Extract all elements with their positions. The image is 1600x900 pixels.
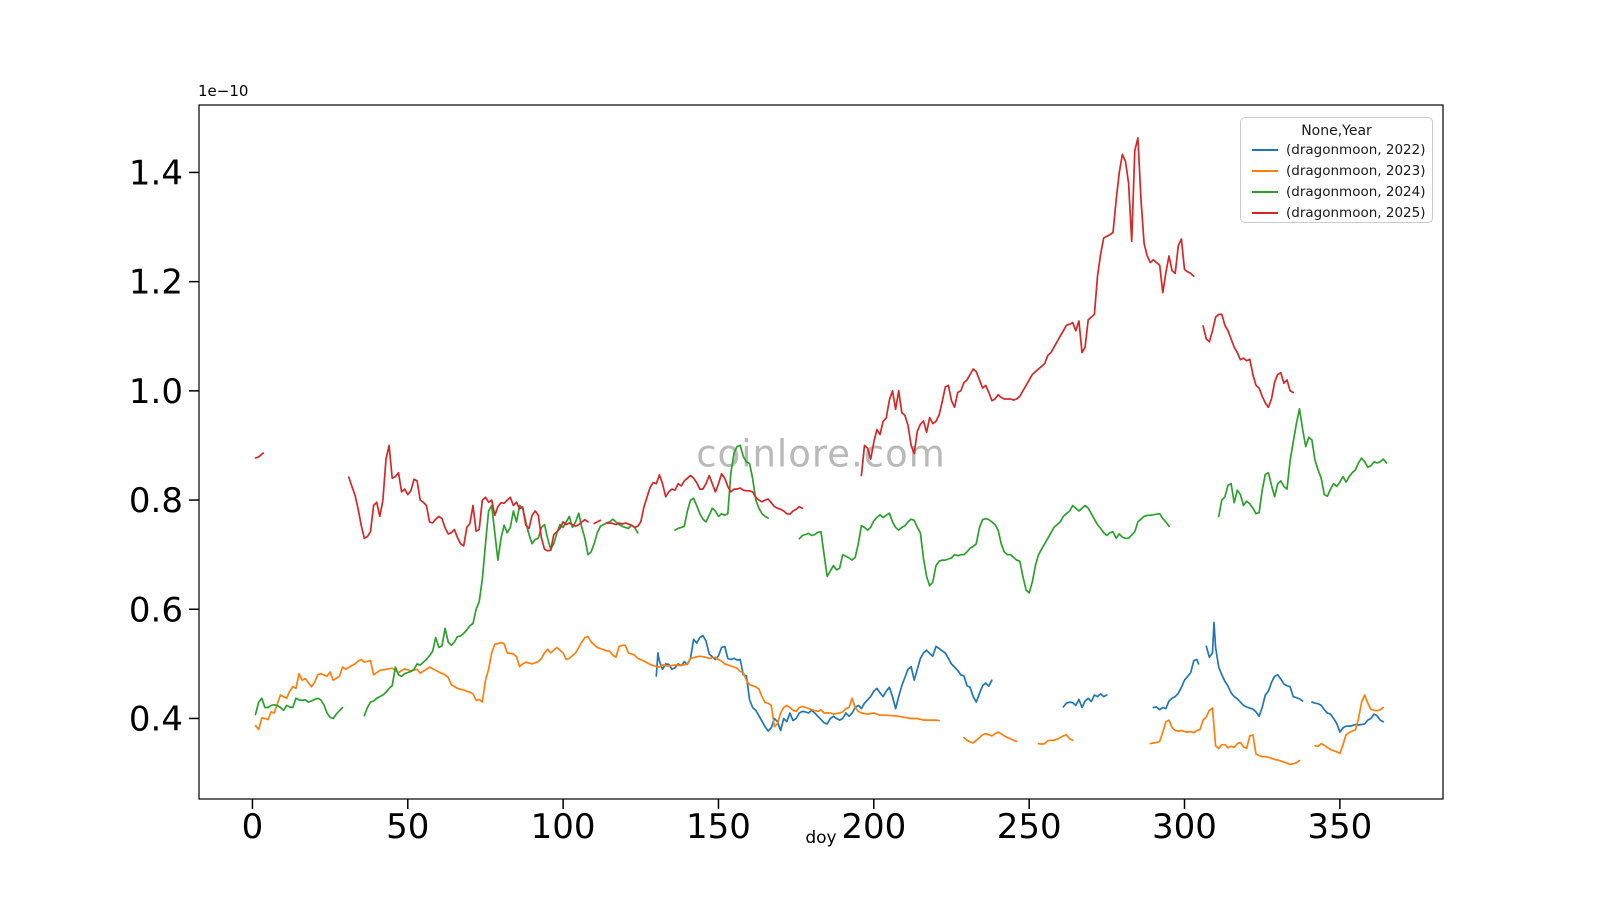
y-axis-offset-label: 1e−10: [198, 82, 249, 100]
y-tick-label: 1.4: [129, 153, 183, 193]
y-tick-label: 0.4: [129, 699, 183, 739]
series-line-dragonmoon-2025: [605, 472, 804, 529]
legend-label: (dragonmoon, 2023): [1286, 162, 1426, 179]
series-line-dragonmoon-2025: [593, 519, 602, 525]
legend-label: (dragonmoon, 2024): [1286, 183, 1426, 200]
legend-rows: (dragonmoon, 2022) (dragonmoon, 2023) (dra…: [1241, 139, 1432, 223]
series-line-dragonmoon-2022: [1152, 658, 1200, 711]
series-line-dragonmoon-2025: [347, 444, 589, 552]
series-line-dragonmoon-2023: [1314, 694, 1385, 755]
series-line-dragonmoon-2023: [1037, 733, 1074, 745]
series-line-dragonmoon-2024: [674, 444, 770, 531]
legend: None,Year (dragonmoon, 2022) (dragonmoon,…: [1240, 117, 1433, 223]
legend-label: (dragonmoon, 2025): [1286, 204, 1426, 221]
series-line-dragonmoon-2024: [254, 697, 344, 720]
x-tick-label: 100: [531, 807, 596, 847]
series-line-dragonmoon-2023: [963, 731, 1018, 744]
legend-title: None,Year: [1301, 123, 1372, 139]
series-line-dragonmoon-2022: [655, 634, 993, 732]
legend-line-swatch-2025: [1252, 211, 1278, 214]
series-line-dragonmoon-2025: [1202, 313, 1295, 409]
y-tick-label: 0.6: [129, 590, 183, 630]
legend-row-2023: (dragonmoon, 2023): [1241, 160, 1432, 181]
x-tick-label: 50: [386, 807, 429, 847]
series-line-dragonmoon-2022: [1205, 621, 1304, 718]
x-tick-label: 300: [1152, 807, 1217, 847]
legend-line-swatch-2022: [1252, 148, 1278, 151]
legend-label: (dragonmoon, 2022): [1286, 141, 1426, 158]
series-line-dragonmoon-2024: [1217, 408, 1388, 518]
legend-line-swatch-2023: [1252, 169, 1278, 172]
x-tick-label: 250: [997, 807, 1062, 847]
legend-row-2025: (dragonmoon, 2025): [1241, 202, 1432, 223]
x-tick-label: 350: [1307, 807, 1372, 847]
x-axis-label: doy: [805, 828, 837, 848]
series-line-dragonmoon-2024: [798, 504, 1170, 594]
y-tick-label: 0.8: [129, 481, 183, 521]
legend-line-swatch-2024: [1252, 190, 1278, 193]
series-line-dragonmoon-2024: [363, 504, 639, 717]
watermark: coinlore.com: [696, 432, 946, 476]
x-tick-label: 0: [242, 807, 264, 847]
series-line-dragonmoon-2023: [1149, 707, 1301, 766]
x-tick-label: 200: [841, 807, 906, 847]
series-line-dragonmoon-2025: [860, 137, 1195, 477]
series-line-dragonmoon-2022: [1062, 693, 1108, 709]
axes-spines: [198, 104, 1444, 800]
series-line-dragonmoon-2022: [1311, 701, 1385, 733]
series-line-dragonmoon-2025: [254, 452, 265, 459]
x-tick-label: 150: [686, 807, 751, 847]
y-tick-label: 1.0: [129, 372, 183, 412]
legend-row-2024: (dragonmoon, 2024): [1241, 181, 1432, 202]
legend-row-2022: (dragonmoon, 2022): [1241, 139, 1432, 160]
series-line-dragonmoon-2023: [254, 635, 940, 731]
y-tick-label: 1.2: [129, 263, 183, 303]
